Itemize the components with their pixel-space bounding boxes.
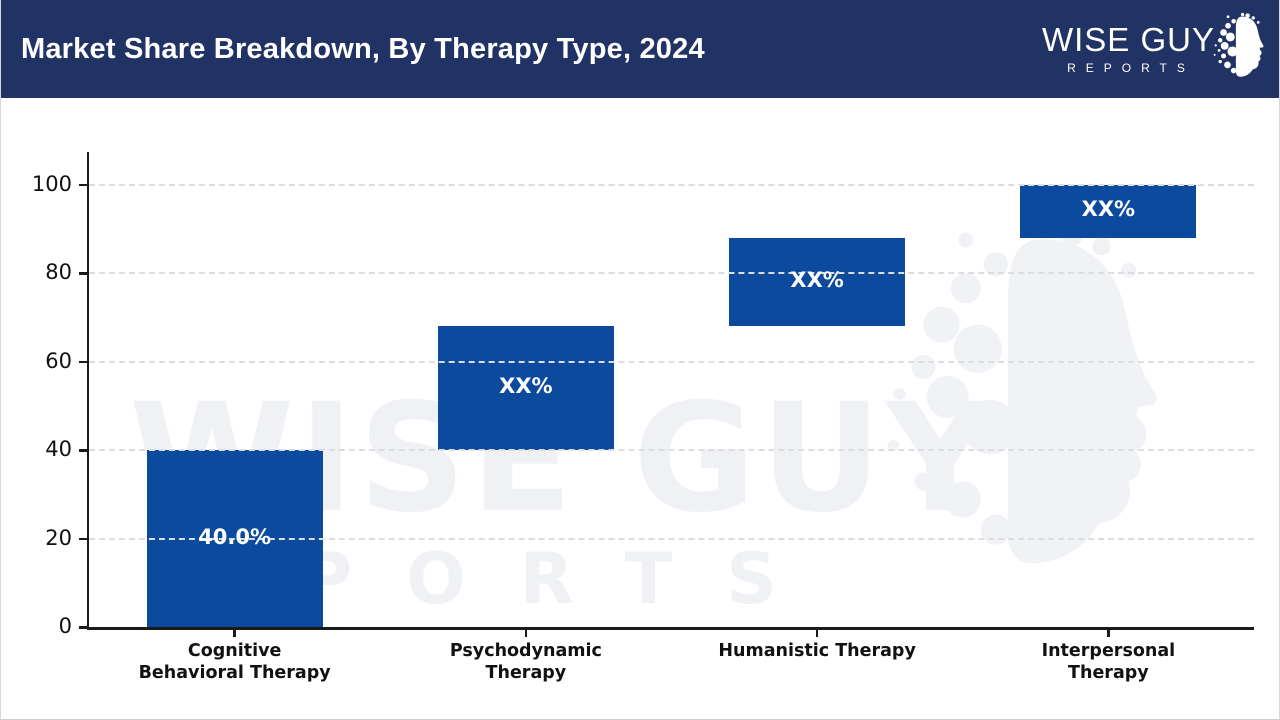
dotted-head-icon [1209, 12, 1265, 86]
logo-subtitle: REPORTS [1067, 61, 1195, 75]
gridline [89, 537, 1254, 540]
y-tick-label: 80 [45, 260, 72, 284]
y-tick [78, 183, 87, 186]
bar-label: XX% [1081, 197, 1136, 222]
y-tick [78, 537, 87, 540]
logo-text: WISE GUY REPORTS [1042, 23, 1215, 75]
bar-label: XX% [499, 374, 553, 399]
x-axis [86, 627, 1254, 630]
gridline [89, 272, 1254, 274]
wise-guy-reports-logo: WISE GUY REPORTS [1042, 12, 1265, 86]
watermark-subtitle: PORTS [301, 538, 831, 620]
chart-region: WISE GUY PORTS 40.0% XX% XX% XX% 0 20 40 60 80 10… [1, 98, 1279, 719]
category-label: Humanistic Therapy [718, 641, 916, 661]
category-label: Interpersonal Therapy [1041, 641, 1176, 683]
header-bar: Market Share Breakdown, By Therapy Type,… [1, 0, 1279, 98]
x-tick [233, 629, 236, 637]
bar [1020, 184, 1197, 238]
gridline [89, 360, 1254, 363]
y-axis [86, 152, 89, 630]
y-tick [78, 360, 87, 363]
x-tick [815, 629, 819, 637]
y-tick-label: 100 [31, 171, 72, 196]
y-tick [78, 626, 87, 629]
page-title: Market Share Breakdown, By Therapy Type,… [21, 32, 705, 65]
y-tick-label: 40 [45, 437, 72, 461]
y-tick [78, 272, 87, 275]
category-label: Cognitive Behavioral Therapy [138, 641, 331, 683]
plot-area: 40.0% XX% XX% XX% 0 20 40 60 80 100 Cognitive Behav… [1, 98, 1279, 719]
bar-label: XX% [790, 267, 844, 292]
gridline [89, 183, 1254, 186]
y-tick [78, 449, 87, 452]
y-tick-label: 60 [45, 348, 72, 373]
bar [729, 237, 906, 327]
category-label: Psychodynamic Therapy [449, 641, 602, 683]
logo-wordmark: WISE GUY [1041, 21, 1215, 58]
gridline [89, 449, 1254, 451]
bar-label: 40.0% [198, 524, 272, 549]
x-tick [1107, 629, 1110, 637]
y-tick-label: 0 [58, 614, 72, 638]
x-tick [524, 629, 528, 637]
y-tick-label: 20 [45, 525, 72, 550]
bar [437, 326, 614, 450]
